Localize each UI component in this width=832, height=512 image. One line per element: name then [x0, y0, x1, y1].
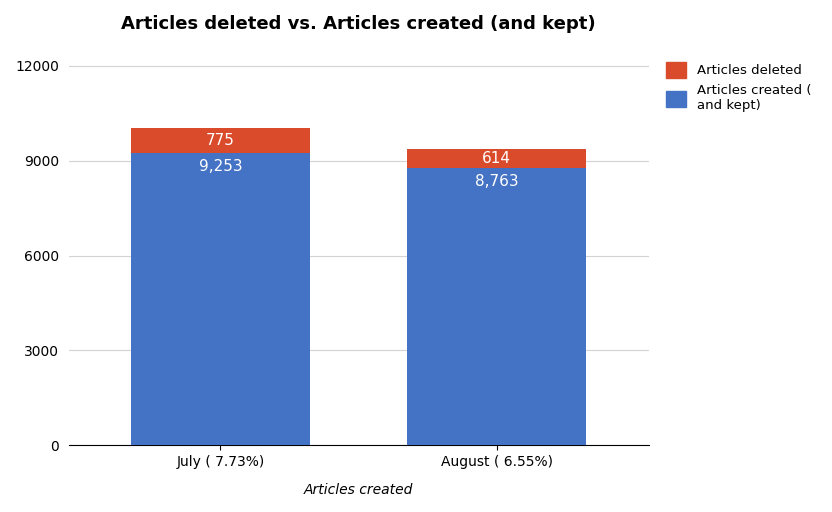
Bar [407, 168, 587, 445]
Title: Articles deleted vs. Articles created (and kept): Articles deleted vs. Articles created (a… [121, 15, 596, 33]
Bar [131, 128, 310, 153]
Text: 614: 614 [483, 151, 511, 166]
Legend: Articles deleted, Articles created (
and kept): Articles deleted, Articles created ( and… [661, 56, 816, 118]
Bar [131, 153, 310, 445]
Bar [407, 148, 587, 168]
Text: 8,763: 8,763 [475, 175, 518, 189]
X-axis label: Articles created: Articles created [304, 483, 414, 497]
Text: 9,253: 9,253 [199, 159, 242, 174]
Text: 775: 775 [206, 133, 235, 148]
